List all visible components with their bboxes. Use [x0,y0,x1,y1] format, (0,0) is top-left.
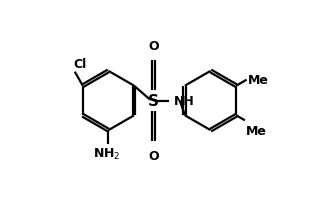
Text: O: O [148,149,159,162]
Text: Me: Me [246,125,267,138]
Text: NH: NH [173,95,194,107]
Text: Me: Me [248,74,268,87]
Text: NH$_2$: NH$_2$ [93,146,120,161]
Text: O: O [148,40,159,53]
Text: Cl: Cl [74,57,87,70]
Text: S: S [148,94,159,108]
